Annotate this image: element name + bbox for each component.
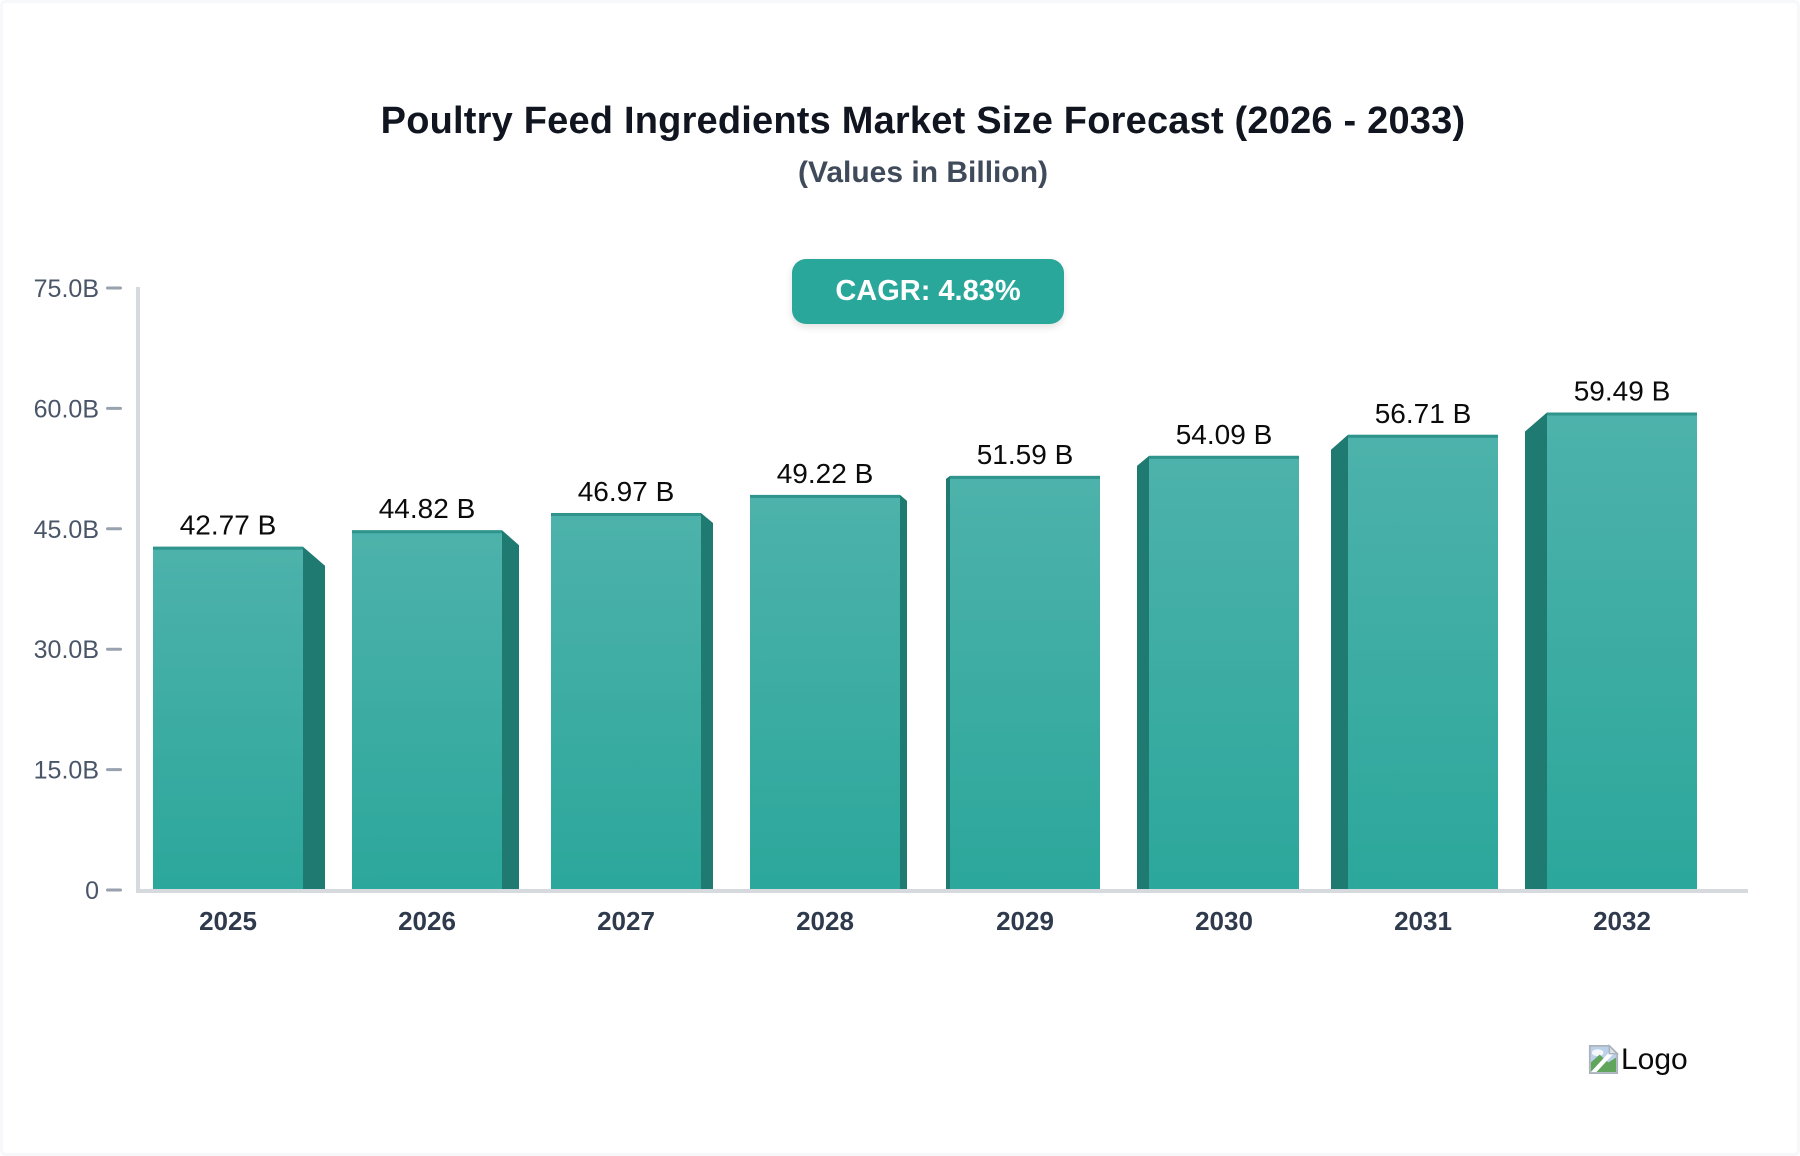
- bar-top-edge: [352, 530, 502, 534]
- x-axis-label: 2025: [199, 906, 257, 936]
- bar-value-label: 49.22 B: [777, 458, 874, 489]
- x-axis-label: 2029: [996, 906, 1054, 936]
- y-axis-tick-mark: [106, 406, 122, 410]
- bar-side-face: [1137, 455, 1149, 889]
- bar-group-2032: 59.49 B 2032: [1525, 375, 1697, 936]
- bar[interactable]: [1149, 455, 1299, 889]
- bar-chart: 0 15.0B 30.0B 45.0B 60.0B 75.0B 42.77 B 2025 44…: [34, 275, 1748, 936]
- bar-side-face: [946, 475, 950, 889]
- bar-group-2027: 46.97 B 2027: [551, 476, 713, 936]
- bar[interactable]: [153, 546, 303, 889]
- bar[interactable]: [1348, 434, 1498, 889]
- y-axis-tick-label: 0: [85, 877, 99, 905]
- bar-side-face: [1331, 434, 1348, 889]
- bar-top-edge: [1348, 434, 1498, 438]
- y-axis-tick-mark: [106, 768, 122, 772]
- cagr-badge: CAGR: 4.83%: [792, 259, 1064, 324]
- bar-value-label: 54.09 B: [1176, 419, 1273, 450]
- x-axis-label: 2032: [1593, 906, 1651, 936]
- bar-value-label: 46.97 B: [578, 476, 675, 507]
- bar[interactable]: [950, 475, 1100, 889]
- y-axis-tick-mark: [106, 647, 122, 651]
- y-axis-tick-label: 30.0B: [34, 636, 99, 664]
- y-axis-tick-label: 45.0B: [34, 516, 99, 544]
- bar-group-2029: 51.59 B 2029: [946, 439, 1100, 936]
- bar[interactable]: [352, 530, 502, 889]
- y-axis-line: [136, 287, 140, 893]
- y-axis-tick-mark: [106, 286, 122, 290]
- bar[interactable]: [551, 512, 701, 889]
- bar-group-2025: 42.77 B 2025: [153, 510, 325, 936]
- y-axis-tick-mark: [106, 527, 122, 531]
- x-axis-label: 2028: [796, 906, 854, 936]
- cagr-label: CAGR: 4.83%: [835, 275, 1021, 307]
- bar-top-edge: [1149, 455, 1299, 459]
- bar[interactable]: [750, 494, 900, 889]
- bar-group-2028: 49.22 B 2028: [750, 458, 907, 936]
- bar-side-face: [701, 512, 713, 889]
- x-axis-label: 2030: [1195, 906, 1253, 936]
- bar-group-2026: 44.82 B 2026: [352, 493, 519, 936]
- broken-image-icon: [1588, 1044, 1619, 1075]
- bar-value-label: 42.77 B: [180, 510, 277, 541]
- bar-top-edge: [1547, 412, 1697, 416]
- bar-value-label: 59.49 B: [1574, 375, 1671, 406]
- bar-group-2030: 54.09 B 2030: [1137, 419, 1299, 936]
- x-axis-line: [136, 889, 1748, 893]
- bar-group-2031: 56.71 B 2031: [1331, 398, 1498, 936]
- bar[interactable]: [1547, 412, 1697, 889]
- logo-text: Logo: [1621, 1043, 1688, 1076]
- chart-subtitle: (Values in Billion): [797, 156, 1049, 189]
- y-axis-tick-mark: [106, 888, 122, 892]
- bar-top-edge: [750, 494, 900, 498]
- y-axis-tick-label: 75.0B: [34, 275, 99, 303]
- x-axis-label: 2027: [597, 906, 655, 936]
- axes: 0 15.0B 30.0B 45.0B 60.0B 75.0B: [34, 275, 1748, 905]
- bars: 42.77 B 2025 44.82 B 2026 46.97 B 2027 49.22 B…: [153, 375, 1697, 936]
- bar-value-label: 44.82 B: [379, 493, 476, 524]
- bar-side-face: [303, 546, 325, 889]
- bar-top-edge: [950, 475, 1100, 479]
- y-axis-tick-label: 60.0B: [34, 395, 99, 423]
- logo: Logo: [1587, 1043, 1688, 1076]
- bar-value-label: 56.71 B: [1375, 398, 1472, 429]
- bar-top-edge: [551, 512, 701, 516]
- bar-side-face: [1525, 412, 1547, 889]
- x-axis-label: 2026: [398, 906, 456, 936]
- bar-value-label: 51.59 B: [977, 439, 1074, 470]
- y-axis-tick-label: 15.0B: [34, 757, 99, 785]
- bar-top-edge: [153, 546, 303, 550]
- bar-side-face: [502, 530, 519, 889]
- x-axis-label: 2031: [1394, 906, 1452, 936]
- chart-title: Poultry Feed Ingredients Market Size For…: [380, 100, 1466, 142]
- bar-side-face: [900, 494, 907, 889]
